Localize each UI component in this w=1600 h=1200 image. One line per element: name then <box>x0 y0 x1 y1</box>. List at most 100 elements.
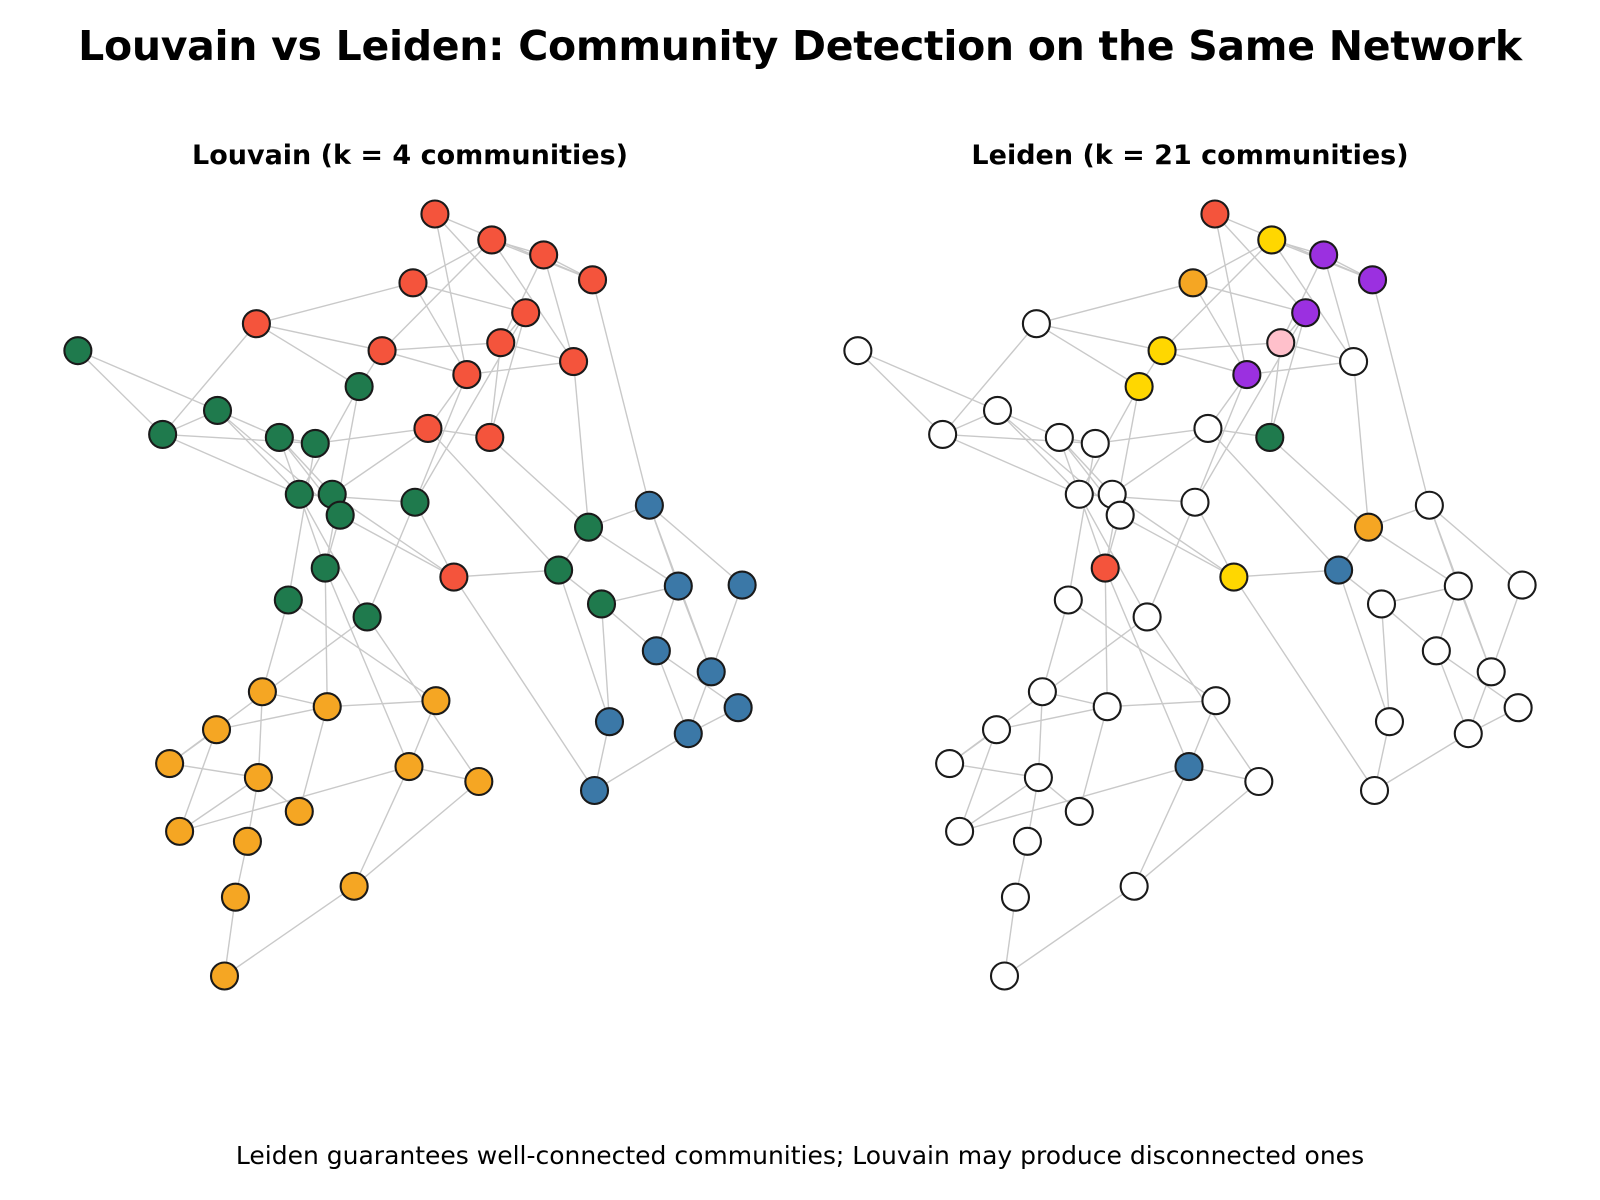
graph-node[interactable] <box>1339 347 1369 377</box>
graph-node[interactable] <box>1219 562 1249 592</box>
graph-node[interactable] <box>264 422 294 452</box>
graph-node[interactable] <box>220 882 251 912</box>
graph-node[interactable] <box>1421 636 1451 666</box>
graph-node[interactable] <box>1064 479 1094 509</box>
graph-node[interactable] <box>247 677 277 707</box>
graph-node[interactable] <box>241 309 271 339</box>
graph-node[interactable] <box>464 766 494 797</box>
graph-node[interactable] <box>209 961 240 991</box>
graph-node[interactable] <box>1476 657 1506 687</box>
graph-node[interactable] <box>982 395 1013 426</box>
graph-node[interactable] <box>243 762 273 793</box>
graph-node[interactable] <box>981 715 1012 745</box>
graph-node[interactable] <box>1053 585 1083 615</box>
graph-node[interactable] <box>1105 500 1135 530</box>
graph-node[interactable] <box>1090 553 1120 583</box>
graph-node[interactable] <box>1000 882 1031 912</box>
graph-node[interactable] <box>1119 871 1149 901</box>
graph-node[interactable] <box>148 419 178 449</box>
graph-node[interactable] <box>300 428 330 458</box>
graph-node[interactable] <box>1132 602 1162 632</box>
graph-node[interactable] <box>1012 826 1042 856</box>
graph-node[interactable] <box>594 707 625 737</box>
graph-node[interactable] <box>1193 413 1223 443</box>
graph-node[interactable] <box>421 686 451 716</box>
graph-node[interactable] <box>398 268 428 298</box>
graph-node[interactable] <box>1366 589 1397 619</box>
graph-node[interactable] <box>1255 422 1285 452</box>
graph-node[interactable] <box>586 589 617 619</box>
graph-node[interactable] <box>1357 265 1388 295</box>
graph-node[interactable] <box>945 816 975 846</box>
graph-node[interactable] <box>284 796 314 826</box>
graph-node[interactable] <box>1453 719 1483 749</box>
graph-node[interactable] <box>475 422 505 452</box>
graph-node[interactable] <box>155 749 185 779</box>
graph-node[interactable] <box>1178 268 1208 298</box>
graph-node[interactable] <box>452 360 482 390</box>
graph-node[interactable] <box>400 487 430 517</box>
graph-node[interactable] <box>928 419 958 449</box>
graph-node[interactable] <box>1309 240 1339 270</box>
graph-node[interactable] <box>1232 360 1262 390</box>
graph-node[interactable] <box>420 199 450 229</box>
graph-node[interactable] <box>1507 570 1537 600</box>
graph-node[interactable] <box>1044 422 1074 452</box>
graph-node[interactable] <box>202 395 233 426</box>
graph-node[interactable] <box>344 372 374 402</box>
graph-node[interactable] <box>201 715 232 745</box>
graph-node[interactable] <box>544 555 574 585</box>
graph-node[interactable] <box>1092 692 1122 722</box>
graph-node[interactable] <box>1180 487 1210 517</box>
graph-node[interactable] <box>1021 309 1051 339</box>
graph-node[interactable] <box>935 749 965 779</box>
graph-node[interactable] <box>989 961 1020 991</box>
graph-node[interactable] <box>579 775 610 806</box>
graph-node[interactable] <box>696 657 726 687</box>
graph-node[interactable] <box>394 751 424 782</box>
graph-node[interactable] <box>367 336 397 366</box>
graph-node[interactable] <box>1200 199 1230 229</box>
graph-node[interactable] <box>1374 707 1405 737</box>
graph-node[interactable] <box>1353 512 1384 542</box>
graph-node[interactable] <box>634 490 664 520</box>
graph-node[interactable] <box>529 240 559 270</box>
graph-node[interactable] <box>1023 762 1053 793</box>
graph-node[interactable] <box>727 570 757 600</box>
graph-node[interactable] <box>352 602 382 632</box>
graph-node[interactable] <box>477 225 507 255</box>
graph-node[interactable] <box>673 719 703 749</box>
graph-node[interactable] <box>559 347 589 377</box>
graph-node[interactable] <box>1324 555 1354 585</box>
graph-node[interactable] <box>339 871 369 901</box>
graph-node[interactable] <box>1064 796 1094 826</box>
graph-node[interactable] <box>284 479 314 509</box>
graph-node[interactable] <box>1266 328 1296 358</box>
graph-node[interactable] <box>843 336 873 366</box>
graph-node[interactable] <box>1201 686 1231 716</box>
graph-node[interactable] <box>1443 571 1473 601</box>
graph-node[interactable] <box>1080 428 1110 458</box>
graph-node[interactable] <box>1359 775 1390 806</box>
graph-node[interactable] <box>641 636 671 666</box>
graph-node[interactable] <box>663 571 693 601</box>
graph-node[interactable] <box>310 553 340 583</box>
graph-node[interactable] <box>1291 298 1321 328</box>
graph-node[interactable] <box>1027 677 1057 707</box>
graph-node[interactable] <box>63 336 93 366</box>
graph-node[interactable] <box>1124 372 1154 402</box>
graph-node[interactable] <box>165 816 195 846</box>
graph-node[interactable] <box>413 413 443 443</box>
graph-node[interactable] <box>439 562 469 592</box>
graph-node[interactable] <box>1174 751 1204 782</box>
graph-node[interactable] <box>312 692 342 722</box>
graph-node[interactable] <box>1414 490 1444 520</box>
graph-node[interactable] <box>511 298 541 328</box>
graph-node[interactable] <box>1244 766 1274 797</box>
graph-node[interactable] <box>1147 336 1177 366</box>
graph-node[interactable] <box>486 328 516 358</box>
graph-node[interactable] <box>325 500 355 530</box>
graph-node[interactable] <box>723 693 753 723</box>
graph-node[interactable] <box>1257 225 1287 255</box>
graph-node[interactable] <box>577 265 608 295</box>
